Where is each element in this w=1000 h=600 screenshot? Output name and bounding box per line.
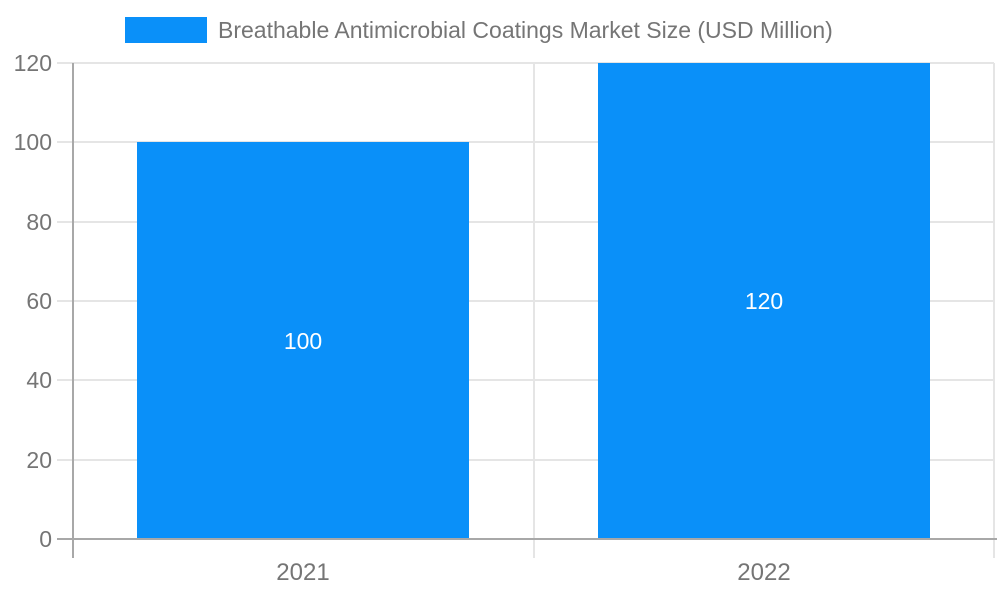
legend-swatch <box>125 17 207 43</box>
legend: Breathable Antimicrobial Coatings Market… <box>125 17 833 43</box>
y-tick-label: 80 <box>26 209 52 235</box>
category-boundary-line <box>993 63 995 558</box>
x-axis-line <box>57 538 997 540</box>
gridline <box>57 379 994 381</box>
category-boundary-line <box>533 63 535 558</box>
gridline <box>57 221 994 223</box>
y-tick-label: 0 <box>39 526 52 552</box>
bar <box>598 63 930 539</box>
bar <box>137 142 469 539</box>
x-tick-label: 2022 <box>737 559 791 586</box>
bar-value-label: 100 <box>283 328 323 354</box>
x-tick-label: 2021 <box>276 559 330 586</box>
y-axis-line <box>72 63 74 558</box>
gridline <box>57 300 994 302</box>
y-tick-label: 100 <box>13 129 52 155</box>
gridline <box>57 141 994 143</box>
y-tick-label: 120 <box>13 50 52 76</box>
y-tick-label: 20 <box>26 447 52 473</box>
y-tick-label: 60 <box>26 288 52 314</box>
y-tick-label: 40 <box>26 367 52 393</box>
gridline <box>57 62 994 64</box>
bar-value-label: 120 <box>744 288 784 314</box>
gridline <box>57 459 994 461</box>
legend-label: Breathable Antimicrobial Coatings Market… <box>218 17 833 43</box>
